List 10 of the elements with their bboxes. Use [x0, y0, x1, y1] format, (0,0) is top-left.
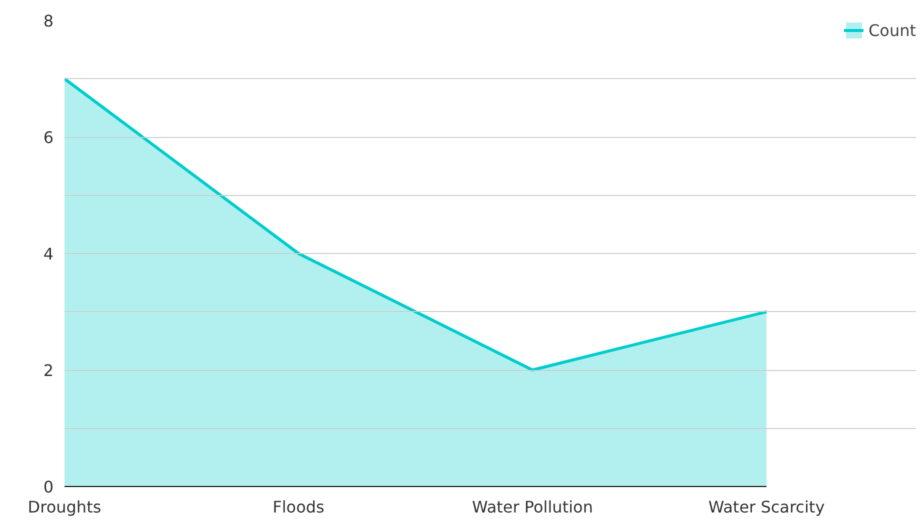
y-tick-label: 8	[43, 12, 54, 30]
x-tick-label: Droughts	[28, 498, 102, 516]
x-tick-label: Water Scarcity	[708, 498, 825, 516]
legend-label: Count	[868, 20, 916, 40]
y-tick-label: 2	[43, 361, 54, 380]
y-tick-label: 6	[43, 128, 54, 147]
x-tick-label: Water Pollution	[472, 498, 593, 516]
y-tick-label: 0	[43, 478, 54, 496]
x-tick-label: Floods	[272, 498, 324, 516]
y-tick-label: 4	[43, 244, 54, 264]
